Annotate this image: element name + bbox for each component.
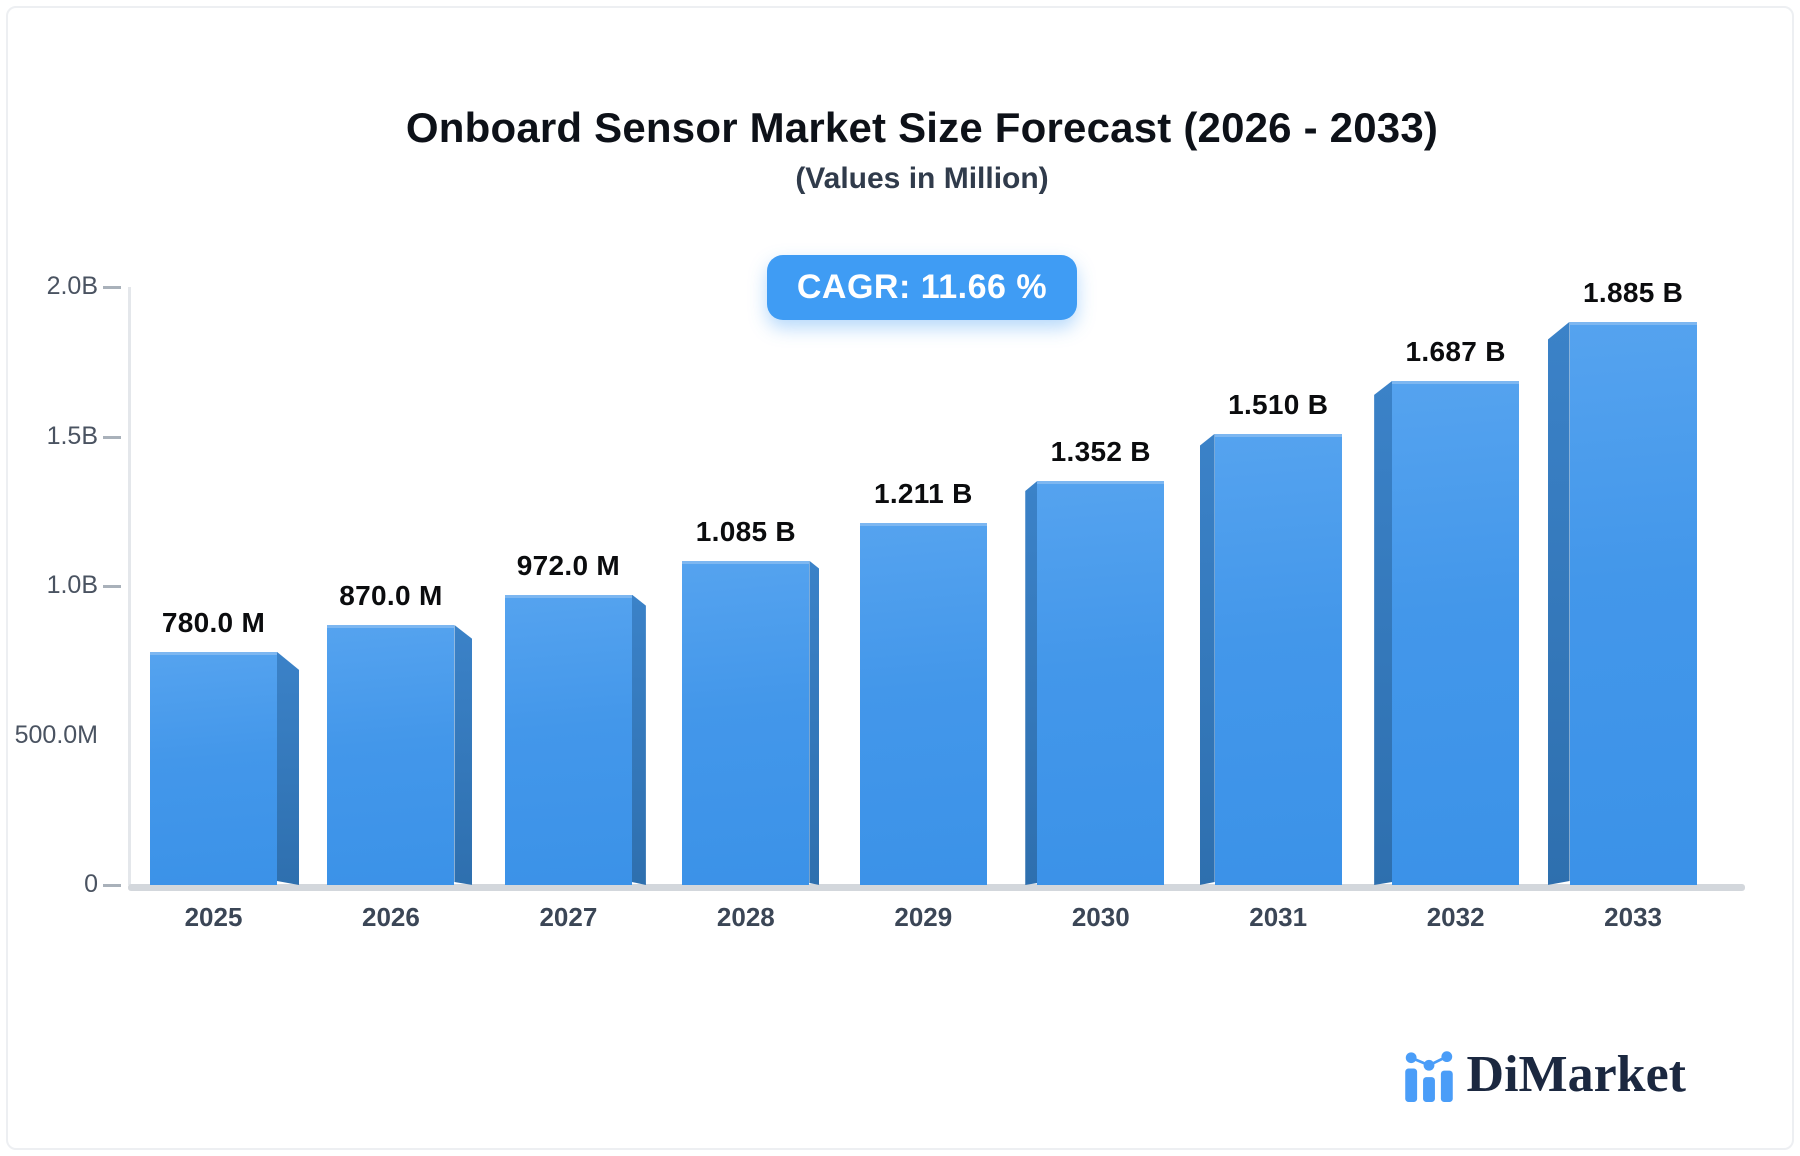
brand-logo-text: DiMarket [1466,1046,1686,1103]
bar-2026 [327,625,455,885]
x-axis-label-2025: 2025 [184,902,243,932]
bar-value-label: 1.352 B [1050,436,1151,468]
x-axis-label-2031: 2031 [1249,902,1308,932]
bar-side-face [1548,322,1570,889]
x-axis-label-2028: 2028 [716,902,775,932]
y-axis-tick [103,884,121,887]
x-axis-label-2026: 2026 [362,902,420,932]
x-axis-label-2032: 2032 [1426,902,1485,932]
cagr-badge-row: CAGR: 11.66 % [22,255,1800,320]
bar-side-face [809,561,819,887]
y-axis-tick [103,585,121,589]
y-axis-line [128,287,131,885]
bar-side-face [454,625,472,888]
bar-2029 [859,523,987,885]
x-axis-label-2029: 2029 [894,902,953,932]
bar-2031 [1214,433,1342,885]
bar-value-label: 972.0 M [516,549,621,581]
bar-2030 [1037,481,1165,885]
y-axis-label: 500.0M [14,720,98,749]
y-axis-label: 2.0B [46,272,98,301]
bar-2025 [150,651,277,885]
bar-2027 [504,594,632,885]
bar-value-label: 780.0 M [161,606,266,638]
y-axis-label: 1.0B [46,571,98,600]
bar-side-face [277,652,299,889]
x-axis-label-2033: 2033 [1604,902,1663,932]
bar-side-face [1200,434,1215,888]
chart-subtitle: (Values in Million) [795,162,1049,195]
bar-side-face [1374,381,1392,888]
bar-value-label: 870.0 M [339,580,443,612]
bar-value-label: 1.885 B [1583,276,1684,308]
cagr-badge: CAGR: 11.66 % [766,255,1078,320]
chart-title: Onboard Sensor Market Size Forecast (202… [405,104,1439,151]
y-axis-tick [103,435,121,439]
bar-value-label: 1.211 B [873,478,973,510]
y-axis-label: 1.5B [46,421,98,450]
bar-2032 [1392,380,1520,885]
x-axis-line [128,884,1745,891]
bar-value-label: 1.085 B [695,515,796,547]
x-axis-label-2030: 2030 [1071,902,1130,932]
bar-side-face [1025,481,1037,887]
bar-2028 [682,560,810,885]
bar-value-label: 1.687 B [1405,335,1506,367]
bar-2033 [1569,321,1697,885]
x-axis-label-2027: 2027 [539,902,598,932]
bar-side-face [632,595,646,888]
brand-logo: DiMarket [1404,1046,1686,1103]
y-axis-tick [103,286,121,290]
bar-chart-logo-icon [1404,1051,1453,1102]
y-axis-label: 0 [84,870,98,898]
bar-value-label: 1.510 B [1228,388,1329,420]
